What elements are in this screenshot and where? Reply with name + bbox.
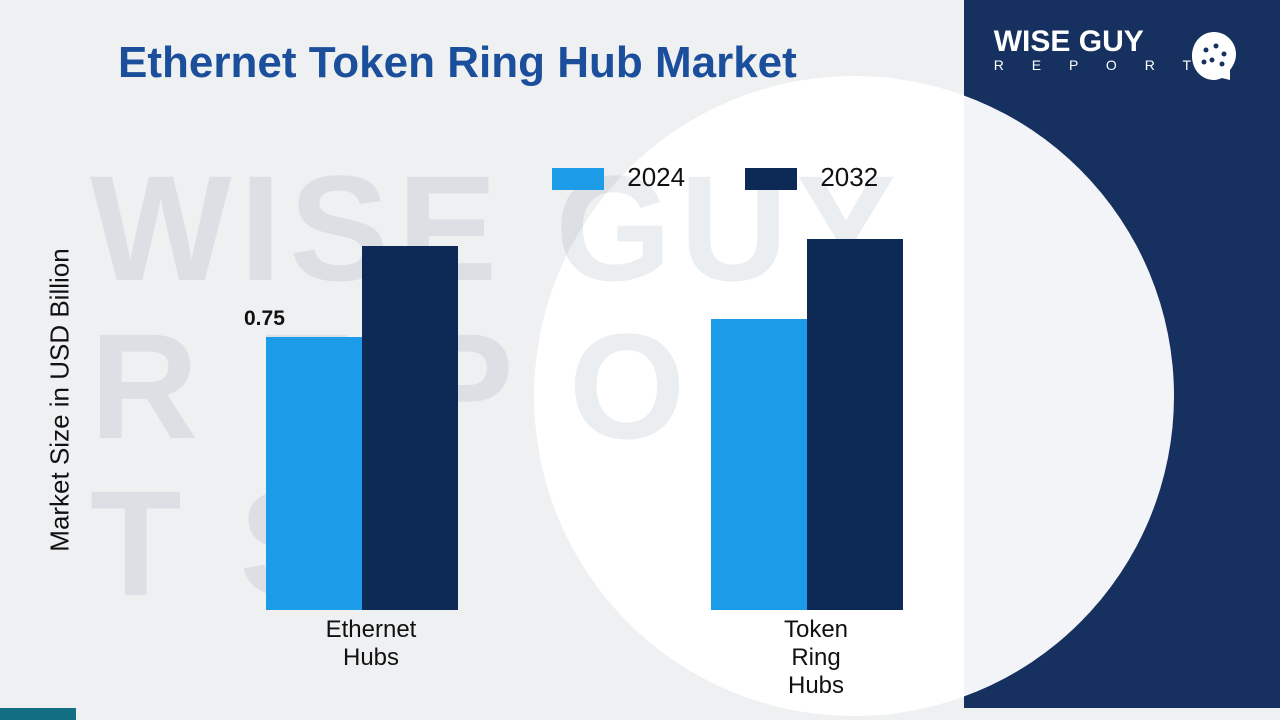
legend-item: 2032 xyxy=(745,162,878,193)
legend-swatch xyxy=(552,168,604,190)
legend: 2024 2032 xyxy=(552,162,878,193)
legend-swatch xyxy=(745,168,797,190)
legend-item: 2024 xyxy=(552,162,685,193)
bar xyxy=(711,319,807,610)
chart-plot: 0.75EthernetHubsTokenRingHubs xyxy=(96,210,916,610)
stage: WISE GUYR E P O R T S Ethernet Token Rin… xyxy=(0,0,1280,720)
legend-label: 2024 xyxy=(627,162,685,192)
bar xyxy=(807,239,903,610)
bar-group xyxy=(266,246,476,610)
footer-accent xyxy=(0,708,76,720)
x-axis-label: TokenRingHubs xyxy=(711,616,921,700)
legend-label: 2032 xyxy=(820,162,878,192)
y-axis-label: Market Size in USD Billion xyxy=(45,248,76,551)
page-title: Ethernet Token Ring Hub Market xyxy=(118,38,797,88)
brand-logo: WISE GUY R E P O R T S xyxy=(994,26,1240,72)
brand-line1: WISE GUY xyxy=(994,25,1144,58)
x-axis-label: EthernetHubs xyxy=(266,616,476,672)
brand-head-icon xyxy=(1184,28,1244,88)
bar xyxy=(266,337,362,610)
bar-group xyxy=(711,239,921,610)
bar xyxy=(362,246,458,610)
